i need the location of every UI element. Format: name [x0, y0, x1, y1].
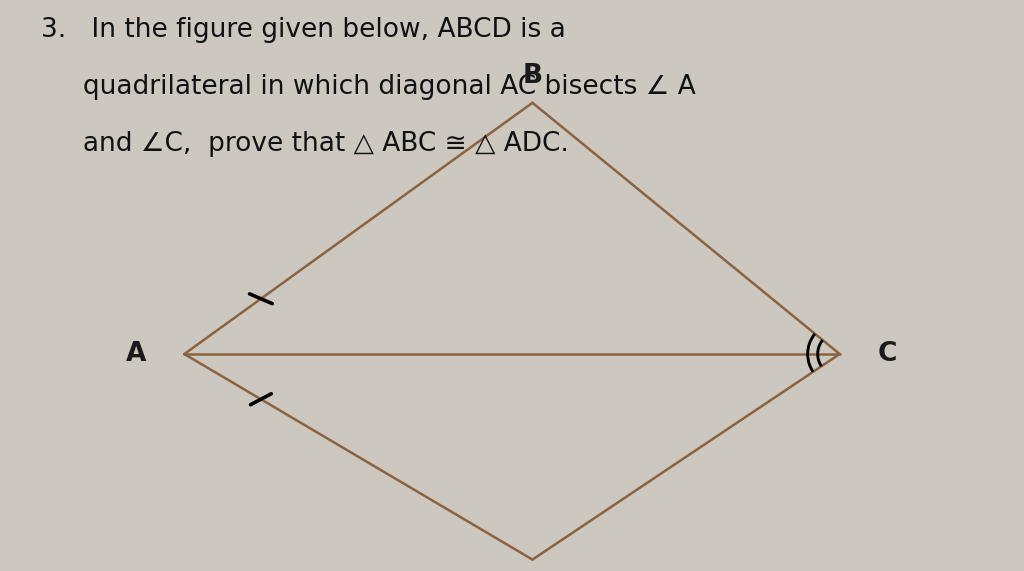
Text: and ∠C,  prove that △ ABC ≅ △ ADC.: and ∠C, prove that △ ABC ≅ △ ADC. [41, 131, 569, 158]
Text: 3.   In the figure given below, ABCD is a: 3. In the figure given below, ABCD is a [41, 17, 565, 43]
Text: quadrilateral in which diagonal AC bisects ∠ A: quadrilateral in which diagonal AC bisec… [41, 74, 695, 100]
Text: B: B [522, 62, 543, 89]
Text: C: C [878, 341, 897, 367]
Text: A: A [126, 341, 145, 367]
